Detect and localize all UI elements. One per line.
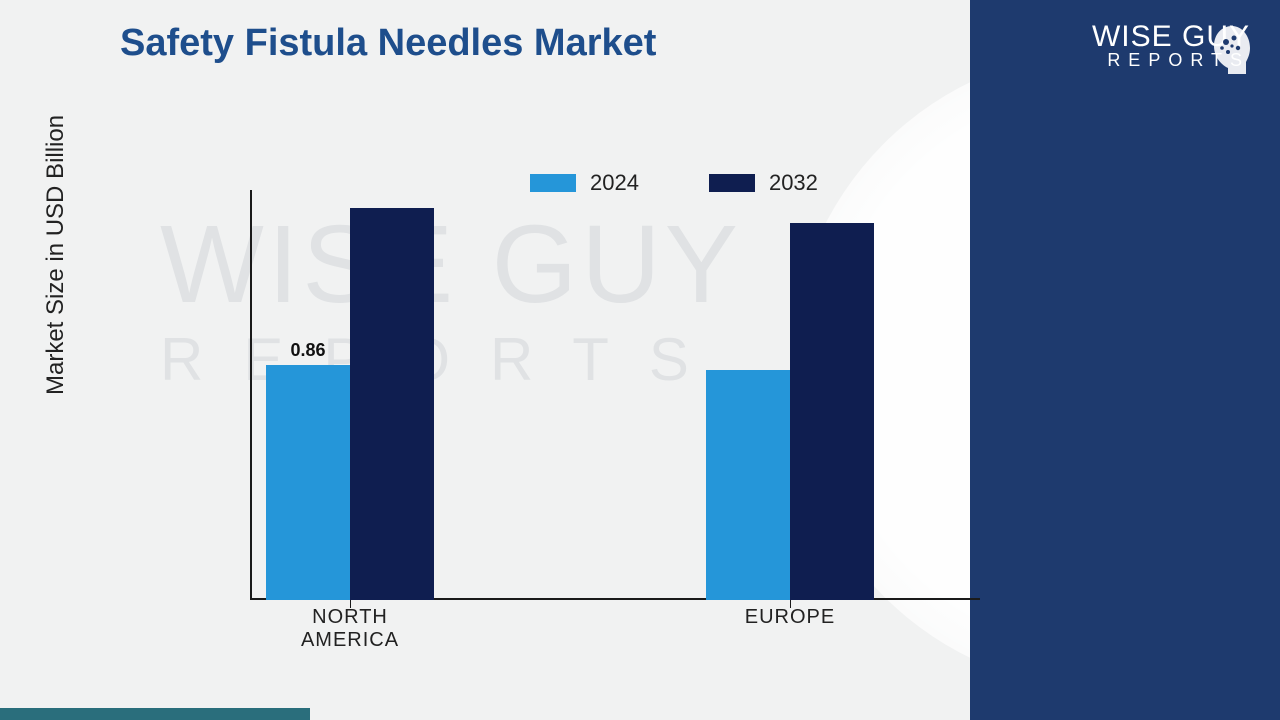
bar-value-label: 0.86 — [266, 340, 350, 361]
legend-swatch — [530, 174, 576, 192]
chart-title: Safety Fistula Needles Market — [120, 22, 656, 65]
x-tick — [350, 600, 351, 608]
bar-group: 0.86NORTHAMERICA — [260, 208, 440, 600]
brand-logo: WISE GUY REPORTS — [1092, 20, 1250, 71]
legend-swatch — [709, 174, 755, 192]
category-label: NORTHAMERICA — [260, 606, 440, 652]
x-tick — [790, 600, 791, 608]
bar — [350, 208, 434, 600]
bar — [790, 223, 874, 600]
bottom-accent-bar — [0, 708, 310, 720]
legend-item: 2024 — [530, 170, 639, 196]
y-axis-label: Market Size in USD Billion — [42, 115, 70, 395]
bar: 0.86 — [266, 365, 350, 600]
category-label: EUROPE — [700, 606, 880, 629]
chart-slide: WISE GUY REPORTS Safety Fistula Needles … — [0, 0, 1280, 720]
bar-group: EUROPE — [700, 223, 880, 600]
legend-label: 2032 — [769, 170, 818, 196]
head-icon — [1208, 24, 1256, 80]
legend-item: 2032 — [709, 170, 818, 196]
y-axis — [250, 190, 252, 600]
legend-label: 2024 — [590, 170, 639, 196]
bar-chart: 20242032 0.86NORTHAMERICAEUROPE — [110, 190, 980, 640]
bar — [706, 370, 790, 600]
legend: 2024 2032 — [530, 170, 818, 196]
side-panel — [970, 0, 1280, 720]
